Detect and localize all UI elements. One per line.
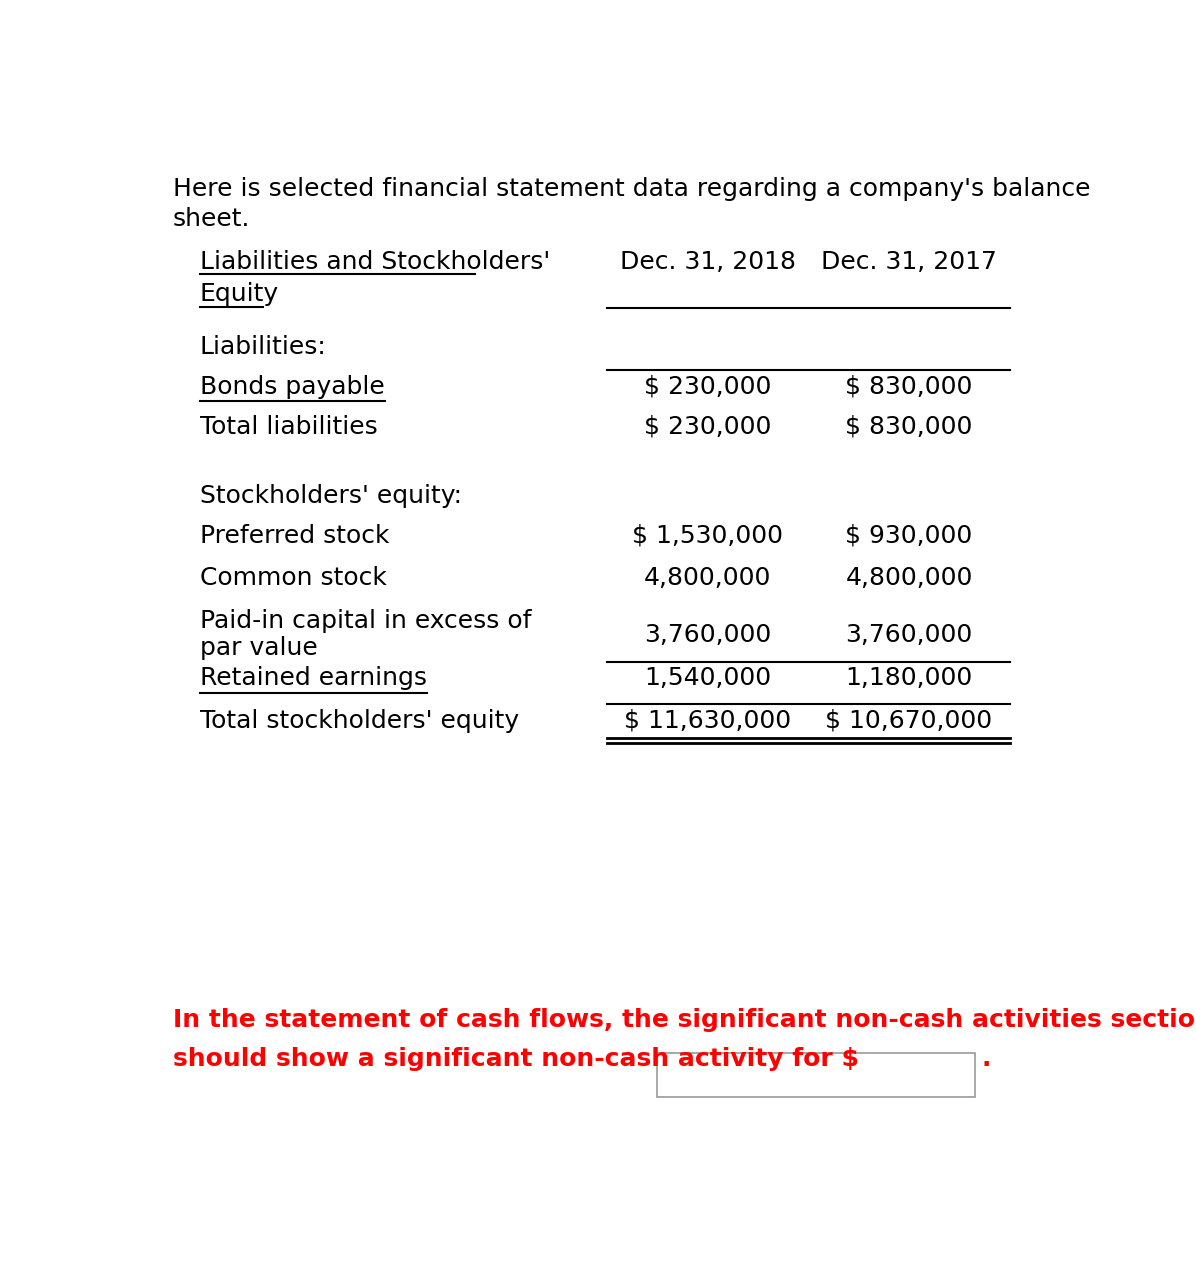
Text: Equity: Equity bbox=[200, 282, 279, 306]
Text: 1,180,000: 1,180,000 bbox=[846, 667, 972, 690]
Text: 1,540,000: 1,540,000 bbox=[643, 667, 771, 690]
Text: Dec. 31, 2018: Dec. 31, 2018 bbox=[620, 250, 795, 274]
Text: In the statement of cash flows, the significant non-cash activities section: In the statement of cash flows, the sign… bbox=[172, 1009, 1196, 1032]
Text: Bonds payable: Bonds payable bbox=[200, 375, 385, 398]
Text: Stockholders' equity:: Stockholders' equity: bbox=[200, 484, 462, 508]
Text: Liabilities and Stockholders': Liabilities and Stockholders' bbox=[200, 250, 550, 274]
Text: 4,800,000: 4,800,000 bbox=[643, 566, 771, 590]
Text: $ 230,000: $ 230,000 bbox=[643, 375, 771, 398]
Text: Dec. 31, 2017: Dec. 31, 2017 bbox=[822, 250, 997, 274]
Text: Here is selected financial statement data regarding a company's balance: Here is selected financial statement dat… bbox=[172, 177, 1091, 201]
FancyBboxPatch shape bbox=[657, 1053, 975, 1097]
Text: $ 930,000: $ 930,000 bbox=[846, 524, 972, 548]
Text: 3,760,000: 3,760,000 bbox=[643, 622, 771, 646]
Text: Common stock: Common stock bbox=[200, 566, 386, 590]
Text: sheet.: sheet. bbox=[172, 207, 250, 232]
Text: $ 830,000: $ 830,000 bbox=[846, 375, 972, 398]
Text: Paid-in capital in excess of: Paid-in capital in excess of bbox=[200, 609, 531, 632]
Text: Preferred stock: Preferred stock bbox=[200, 524, 390, 548]
Text: Total liabilities: Total liabilities bbox=[200, 415, 378, 439]
Text: $ 230,000: $ 230,000 bbox=[643, 415, 771, 439]
Text: .: . bbox=[981, 1047, 990, 1071]
Text: 3,760,000: 3,760,000 bbox=[846, 622, 972, 646]
Text: $ 1,530,000: $ 1,530,000 bbox=[631, 524, 783, 548]
Text: $ 830,000: $ 830,000 bbox=[846, 415, 972, 439]
Text: Liabilities:: Liabilities: bbox=[200, 334, 327, 358]
Text: $ 11,630,000: $ 11,630,000 bbox=[624, 709, 791, 732]
Text: Retained earnings: Retained earnings bbox=[200, 667, 427, 690]
Text: $ 10,670,000: $ 10,670,000 bbox=[825, 709, 993, 732]
Text: Total stockholders' equity: Total stockholders' equity bbox=[200, 709, 519, 732]
Text: par value: par value bbox=[200, 636, 318, 660]
Text: 4,800,000: 4,800,000 bbox=[846, 566, 972, 590]
Text: should show a significant non-cash activity for $: should show a significant non-cash activ… bbox=[172, 1047, 859, 1071]
